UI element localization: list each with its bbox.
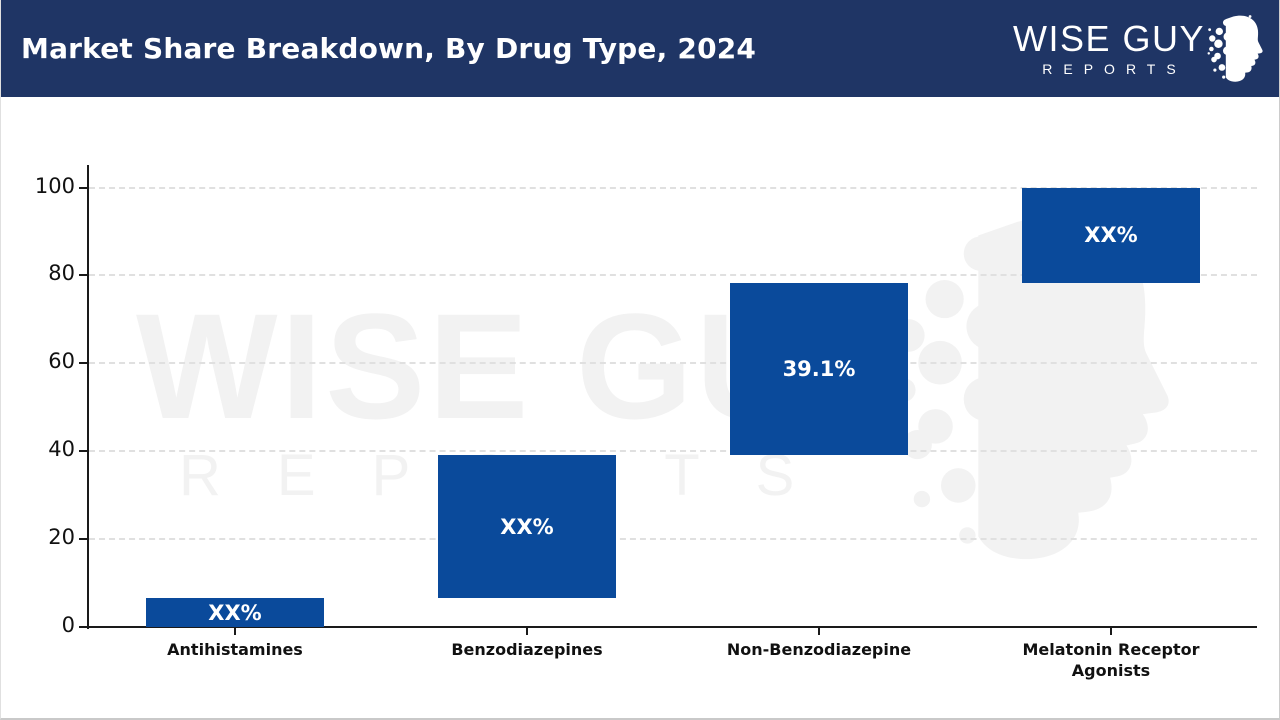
logo-head-icon: [1207, 14, 1263, 82]
y-tick-label: 80: [48, 261, 75, 286]
y-tick-label: 20: [48, 525, 75, 550]
x-axis: [87, 626, 1257, 628]
gridline: [89, 538, 1257, 541]
bar-value-label: XX%: [208, 600, 262, 625]
y-tick-label: 100: [34, 173, 75, 198]
y-tick: [79, 186, 87, 189]
y-axis: [87, 165, 89, 629]
logo-wordmark: WISE GUY REPORTS: [1012, 17, 1205, 77]
gridline: [89, 450, 1257, 453]
y-tick-label: 40: [48, 437, 75, 462]
x-category-label: Non-Benzodiazepine: [726, 640, 912, 659]
page-title: Market Share Breakdown, By Drug Type, 20…: [21, 32, 757, 65]
y-tick-label: 60: [48, 349, 75, 374]
x-category-label: Antihistamines: [167, 640, 303, 659]
x-tick: [526, 628, 528, 635]
y-tick: [79, 362, 87, 365]
y-tick-label: 0: [61, 613, 75, 637]
gridline: [89, 362, 1257, 365]
bar-value-label: XX%: [500, 514, 554, 539]
bar-segment: [1022, 187, 1200, 284]
brand-logo: WISE GUY REPORTS: [1013, 9, 1265, 89]
header: Market Share Breakdown, By Drug Type, 20…: [1, 0, 1279, 97]
bar-value-label: 39.1%: [782, 357, 856, 382]
y-tick: [79, 538, 87, 541]
y-tick: [79, 626, 87, 628]
x-tick: [818, 628, 820, 635]
y-tick: [79, 274, 87, 277]
bar-segment: [730, 283, 908, 456]
y-tick: [79, 450, 87, 453]
x-category-label: Benzodiazepines: [451, 640, 603, 659]
x-tick: [1110, 628, 1112, 635]
bar-value-label: XX%: [1084, 223, 1138, 248]
logo-reports-text: REPORTS: [1042, 60, 1187, 77]
gridline: [89, 274, 1257, 277]
bar-segment: [146, 598, 324, 627]
logo-wordmark-text: WISE GUY: [1012, 17, 1205, 59]
x-category-label: Melatonin Receptor Agonists: [1022, 640, 1200, 680]
x-tick: [234, 628, 236, 635]
gridline: [89, 186, 1257, 189]
bar-segment: [438, 455, 616, 598]
